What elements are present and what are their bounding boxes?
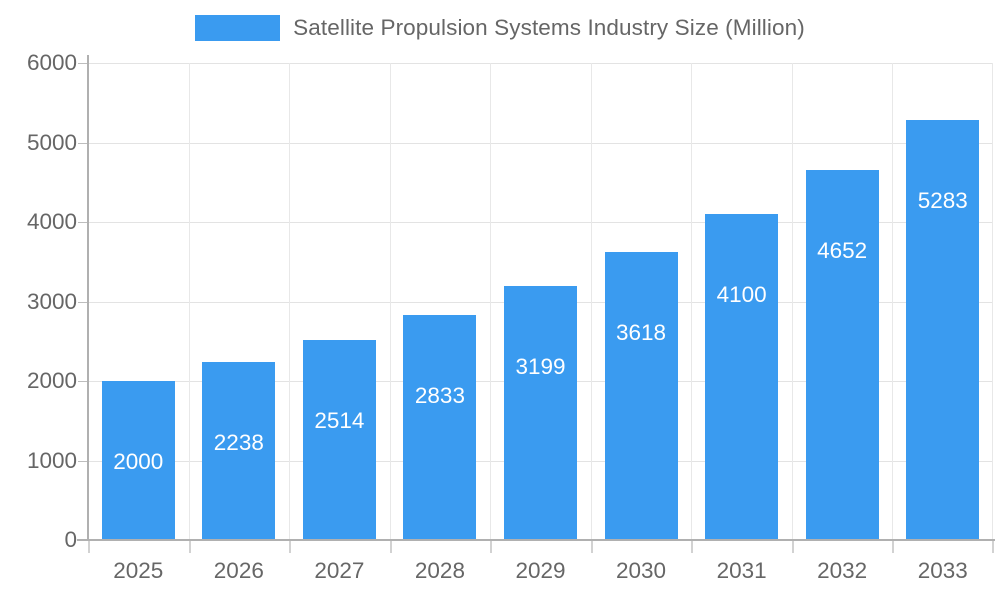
band-separator: [490, 63, 491, 540]
y-tick-label: 5000: [26, 129, 77, 155]
band-separator: [590, 63, 592, 540]
x-tick-label: 2033: [917, 558, 968, 583]
bar-value-label: 4652: [817, 238, 868, 264]
legend-entry-satellite-propulsion[interactable]: Satellite Propulsion Systems Industry Si…: [195, 15, 805, 41]
bar[interactable]: [705, 214, 779, 540]
y-axis-line: [87, 55, 89, 541]
bar-value-label: 3199: [515, 353, 566, 379]
bar[interactable]: [504, 285, 577, 540]
band-separator: [691, 63, 692, 540]
band-separator: [188, 63, 190, 540]
legend-entry-label: Satellite Propulsion Systems Industry Si…: [293, 15, 805, 40]
bar[interactable]: [101, 381, 175, 540]
grid-line: [88, 222, 993, 223]
legend-color-swatch-icon: [195, 15, 281, 41]
x-tick-label: 2030: [616, 558, 667, 583]
band-separator: [389, 63, 391, 540]
bar-value-label: 5283: [917, 188, 968, 213]
x-tick-label: 2026: [213, 558, 264, 583]
y-tick-label: 6000: [26, 50, 77, 75]
x-tick-label: 2025: [113, 558, 164, 583]
bar-value-label: 2833: [414, 382, 465, 408]
band-separator: [791, 63, 793, 540]
band-separator: [892, 63, 893, 540]
x-tick-label: 2029: [515, 558, 566, 583]
bar[interactable]: [604, 252, 678, 540]
bar[interactable]: [302, 340, 376, 540]
bar-value-label: 2000: [113, 449, 164, 474]
y-tick-label: 1000: [26, 447, 77, 473]
band-separator: [289, 63, 290, 540]
y-tick-label: 2000: [26, 368, 77, 393]
plot-area: 2000 2238 2514 2833 3199 3618 4100 4652 5283: [88, 63, 993, 540]
x-tick-label: 2032: [817, 558, 868, 583]
bar[interactable]: [906, 120, 980, 540]
x-tick-label: 2027: [314, 558, 365, 583]
bar-value-label: 2238: [213, 430, 264, 456]
bar[interactable]: [805, 170, 879, 540]
chart-legend: Satellite Propulsion Systems Industry Si…: [0, 0, 1000, 56]
x-tick-label: 2028: [414, 558, 465, 583]
grid-line: [88, 142, 993, 144]
grid-line-top: [88, 63, 993, 64]
bar-value-label: 2514: [314, 408, 365, 434]
bar-value-label: 4100: [716, 282, 767, 308]
y-tick-label: 4000: [26, 209, 77, 234]
band-separator: [992, 63, 993, 540]
bar-value-label: 3618: [616, 320, 667, 346]
y-tick-label: 0: [64, 527, 77, 552]
bar[interactable]: [202, 362, 276, 540]
bar[interactable]: [403, 314, 477, 540]
x-tick-label: 2031: [716, 558, 767, 583]
y-axis-tick-labels: 0 1000 2000 3000 4000 5000 6000: [0, 0, 77, 600]
x-axis-line: [77, 539, 995, 541]
y-tick-label: 3000: [26, 288, 77, 314]
